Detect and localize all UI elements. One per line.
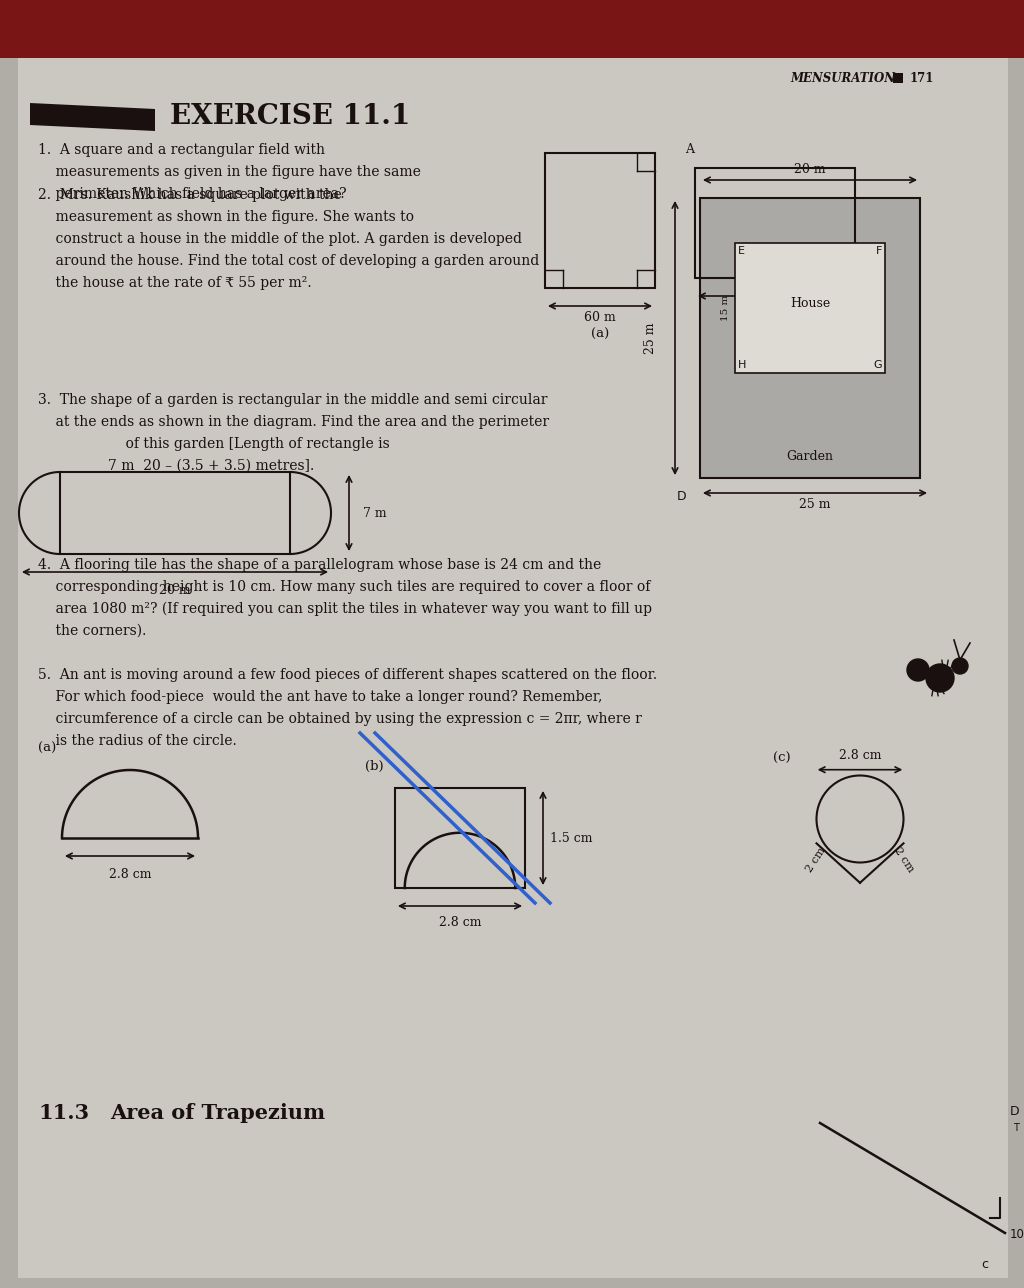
Text: A: A	[685, 143, 694, 156]
Text: (b): (b)	[766, 318, 784, 331]
Text: EXERCISE 11.1: EXERCISE 11.1	[170, 103, 411, 130]
Circle shape	[926, 665, 954, 692]
Text: 15 m: 15 m	[721, 295, 730, 321]
Bar	[0, 0, 1024, 58]
Text: H: H	[738, 361, 746, 370]
Bar	[395, 788, 525, 887]
Text: 2.8 cm: 2.8 cm	[438, 916, 481, 929]
Text: corresponding height is 10 cm. How many such tiles are required to cover a floor: corresponding height is 10 cm. How many …	[38, 580, 650, 594]
Text: E: E	[738, 246, 745, 256]
Text: D: D	[1010, 1105, 1020, 1118]
Text: perimeter. Which field has a larger area?: perimeter. Which field has a larger area…	[38, 187, 347, 201]
Text: 171: 171	[910, 72, 934, 85]
Bar	[735, 243, 885, 374]
Bar	[545, 153, 655, 289]
Text: around the house. Find the total cost of developing a garden around: around the house. Find the total cost of…	[38, 254, 540, 268]
Text: the corners).: the corners).	[38, 623, 146, 638]
Circle shape	[952, 658, 968, 674]
Text: 80 m: 80 m	[759, 301, 791, 314]
Text: 25 m: 25 m	[800, 498, 830, 511]
Text: 20 m: 20 m	[159, 583, 190, 598]
Text: House: House	[790, 296, 830, 309]
Text: (a): (a)	[38, 742, 56, 755]
Text: of this garden [Length of rectangle is: of this garden [Length of rectangle is	[38, 437, 390, 451]
Text: area 1080 m²? (If required you can split the tiles in whatever way you want to f: area 1080 m²? (If required you can split…	[38, 601, 652, 617]
Text: is the radius of the circle.: is the radius of the circle.	[38, 734, 237, 748]
Text: construct a house in the middle of the plot. A garden is developed: construct a house in the middle of the p…	[38, 232, 522, 246]
Text: circumference of a circle can be obtained by using the expression c = 2πr, where: circumference of a circle can be obtaine…	[38, 712, 642, 726]
Text: 7 m: 7 m	[362, 506, 387, 519]
Text: 2.8 cm: 2.8 cm	[109, 868, 152, 881]
Text: 3.  The shape of a garden is rectangular in the middle and semi circular: 3. The shape of a garden is rectangular …	[38, 393, 548, 407]
Text: Area of Trapezium: Area of Trapezium	[110, 1103, 326, 1123]
Text: D: D	[677, 489, 687, 504]
Text: 2.8 cm: 2.8 cm	[839, 748, 882, 761]
Text: G: G	[873, 361, 882, 370]
Text: F: F	[876, 246, 882, 256]
Circle shape	[907, 659, 929, 681]
Polygon shape	[30, 103, 155, 131]
Text: 11.3: 11.3	[38, 1103, 89, 1123]
Text: 2.  Mrs. Kaushik has a square plot with the: 2. Mrs. Kaushik has a square plot with t…	[38, 188, 342, 202]
Text: MENSURATION: MENSURATION	[790, 72, 895, 85]
Text: measurement as shown in the figure. She wants to: measurement as shown in the figure. She …	[38, 210, 414, 224]
Text: For which food-piece  would the ant have to take a longer round? Remember,: For which food-piece would the ant have …	[38, 690, 602, 705]
Text: c: c	[981, 1258, 988, 1271]
Text: the house at the rate of ₹ 55 per m².: the house at the rate of ₹ 55 per m².	[38, 276, 311, 290]
Text: (a): (a)	[591, 328, 609, 341]
Text: 1.5 cm: 1.5 cm	[550, 832, 593, 845]
Text: 4.  A flooring tile has the shape of a parallelogram whose base is 24 cm and the: 4. A flooring tile has the shape of a pa…	[38, 558, 601, 572]
Text: 1.  A square and a rectangular field with: 1. A square and a rectangular field with	[38, 143, 325, 157]
Text: 5.  An ant is moving around a few food pieces of different shapes scattered on t: 5. An ant is moving around a few food pi…	[38, 668, 657, 683]
Text: measurements as given in the figure have the same: measurements as given in the figure have…	[38, 165, 421, 179]
Text: T: T	[1013, 1123, 1019, 1133]
Text: Garden: Garden	[786, 450, 834, 462]
Bar	[695, 167, 855, 278]
Text: 10: 10	[1010, 1227, 1024, 1242]
Text: 7 m  20 – (3.5 + 3.5) metres].: 7 m 20 – (3.5 + 3.5) metres].	[38, 459, 314, 473]
Text: 2 cm: 2 cm	[805, 845, 828, 873]
Bar	[700, 198, 920, 478]
Text: (b): (b)	[365, 760, 384, 773]
Text: 2 cm: 2 cm	[892, 845, 915, 873]
Text: 25 m: 25 m	[643, 322, 656, 354]
Bar	[893, 73, 903, 82]
Text: at the ends as shown in the diagram. Find the area and the perimeter: at the ends as shown in the diagram. Fin…	[38, 415, 549, 429]
Bar	[60, 471, 290, 554]
Text: 60 m: 60 m	[584, 310, 615, 325]
Text: 20 m: 20 m	[795, 164, 825, 176]
Text: (c): (c)	[773, 752, 791, 765]
